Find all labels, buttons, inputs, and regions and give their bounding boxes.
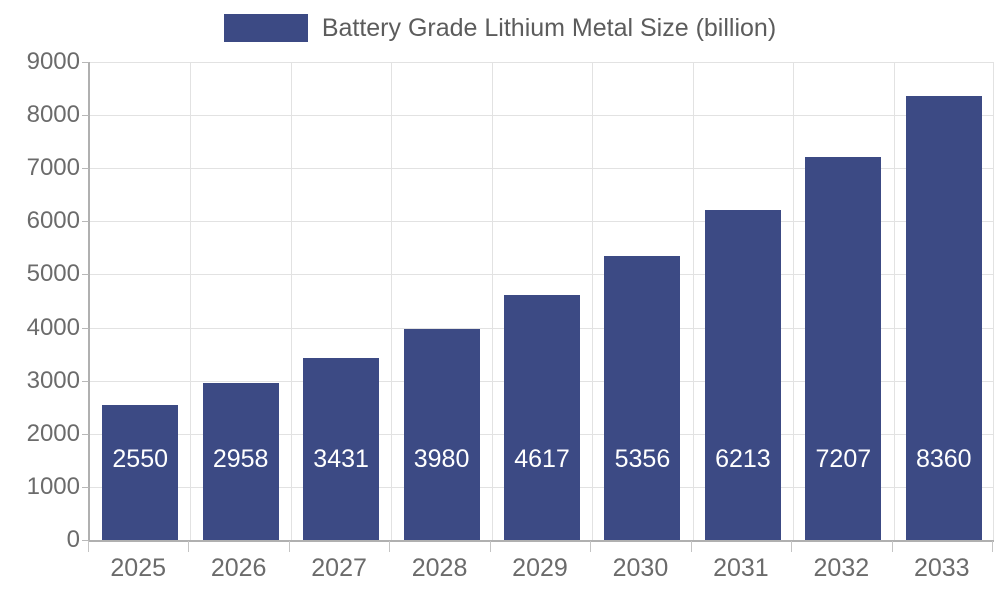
bar-value-label: 2958 [212, 445, 269, 473]
plot-area: 2550 2958 3431 3980 4617 5356 6213 7207 8360 [88, 62, 994, 542]
chart-legend: Battery Grade Lithium Metal Size (billio… [0, 8, 1000, 48]
x-axis-tick-label: 2031 [713, 554, 769, 582]
y-axis-tick-mark [82, 168, 89, 170]
bar-value-label: 6213 [715, 445, 771, 473]
gridline-vertical [492, 62, 493, 540]
gridline-horizontal [90, 62, 994, 63]
gridline-vertical [894, 62, 895, 540]
y-axis-tick-mark [82, 380, 89, 382]
y-axis-tick-label: 2000 [26, 419, 80, 447]
y-axis-tick-label: 9000 [26, 48, 80, 75]
bar-value-label: 8360 [915, 445, 972, 473]
x-axis-tick-mark [88, 541, 89, 552]
bar[interactable]: 8360 [905, 96, 982, 540]
x-axis-tick-label: 2029 [512, 554, 568, 582]
y-axis-tick-mark [82, 540, 89, 541]
gridline-vertical [693, 62, 694, 540]
x-axis-tick-label: 2033 [913, 554, 970, 582]
y-axis-tick-label: 1000 [26, 472, 80, 500]
gridline-horizontal [90, 168, 994, 170]
x-axis-tick-mark [992, 541, 993, 552]
legend-label: Battery Grade Lithium Metal Size (billio… [321, 13, 777, 42]
x-axis-tick-mark [188, 541, 189, 552]
y-axis-tick-mark [82, 433, 89, 435]
legend-color-swatch [223, 14, 308, 42]
gridline-vertical [190, 62, 191, 540]
bar-value-label: 7207 [815, 445, 872, 473]
y-axis-tick-mark [82, 62, 89, 63]
bar-value-label: 2550 [112, 445, 169, 473]
bar-value-label: 3980 [413, 445, 470, 473]
bar[interactable]: 3980 [403, 328, 480, 540]
y-axis-tick-label: 8000 [26, 101, 80, 129]
bar[interactable]: 2958 [202, 382, 279, 540]
plot-right-border [993, 62, 994, 540]
x-axis-tick-mark [691, 541, 692, 552]
y-axis-tick-mark [82, 327, 89, 329]
y-axis-tick-mark [82, 486, 89, 488]
y-axis-tick-label: 0 [66, 526, 80, 553]
x-axis-tick-label: 2027 [311, 554, 367, 582]
x-axis-tick-mark [389, 541, 390, 552]
x-axis-tick-label: 2026 [210, 554, 267, 582]
x-axis-tick-mark [490, 541, 491, 552]
bar[interactable]: 7207 [805, 157, 882, 540]
y-axis-tick-label: 6000 [26, 207, 80, 235]
bar[interactable]: 3431 [303, 357, 380, 540]
x-axis-tick-label: 2028 [411, 554, 468, 582]
x-axis-tick-mark [892, 541, 893, 552]
bar-value-label: 4617 [514, 445, 570, 473]
gridline-vertical [592, 62, 593, 540]
y-axis-ticks: 0 1000 2000 3000 4000 5000 6000 7000 8000 9000 [0, 0, 80, 600]
y-axis-tick-mark [82, 274, 89, 276]
y-axis-tick-mark [82, 221, 89, 223]
x-axis-tick-label: 2032 [813, 554, 870, 582]
bar[interactable]: 4617 [504, 294, 580, 540]
gridline-vertical [793, 62, 794, 540]
x-axis-tick-label: 2025 [110, 554, 167, 582]
gridline-vertical [391, 62, 392, 540]
y-axis-tick-label: 5000 [26, 260, 80, 288]
x-axis-tick-mark [289, 541, 290, 552]
y-axis-tick-label: 7000 [26, 154, 80, 182]
bar-value-label: 3431 [313, 445, 369, 473]
bar[interactable]: 2550 [102, 404, 179, 540]
y-axis-tick-mark [82, 115, 89, 117]
bar[interactable]: 6213 [704, 210, 781, 540]
y-axis-tick-label: 3000 [26, 366, 80, 394]
gridline-horizontal [90, 274, 994, 276]
x-axis-tick-mark [791, 541, 792, 552]
bar-value-label: 5356 [614, 445, 671, 473]
y-axis-tick-label: 4000 [26, 313, 80, 341]
x-axis-tick-label: 2030 [612, 554, 669, 582]
x-axis-tick-mark [590, 541, 591, 552]
gridline-horizontal [90, 115, 994, 117]
gridline-vertical [291, 62, 292, 540]
gridline-horizontal [90, 221, 994, 223]
bar[interactable]: 5356 [604, 255, 681, 540]
